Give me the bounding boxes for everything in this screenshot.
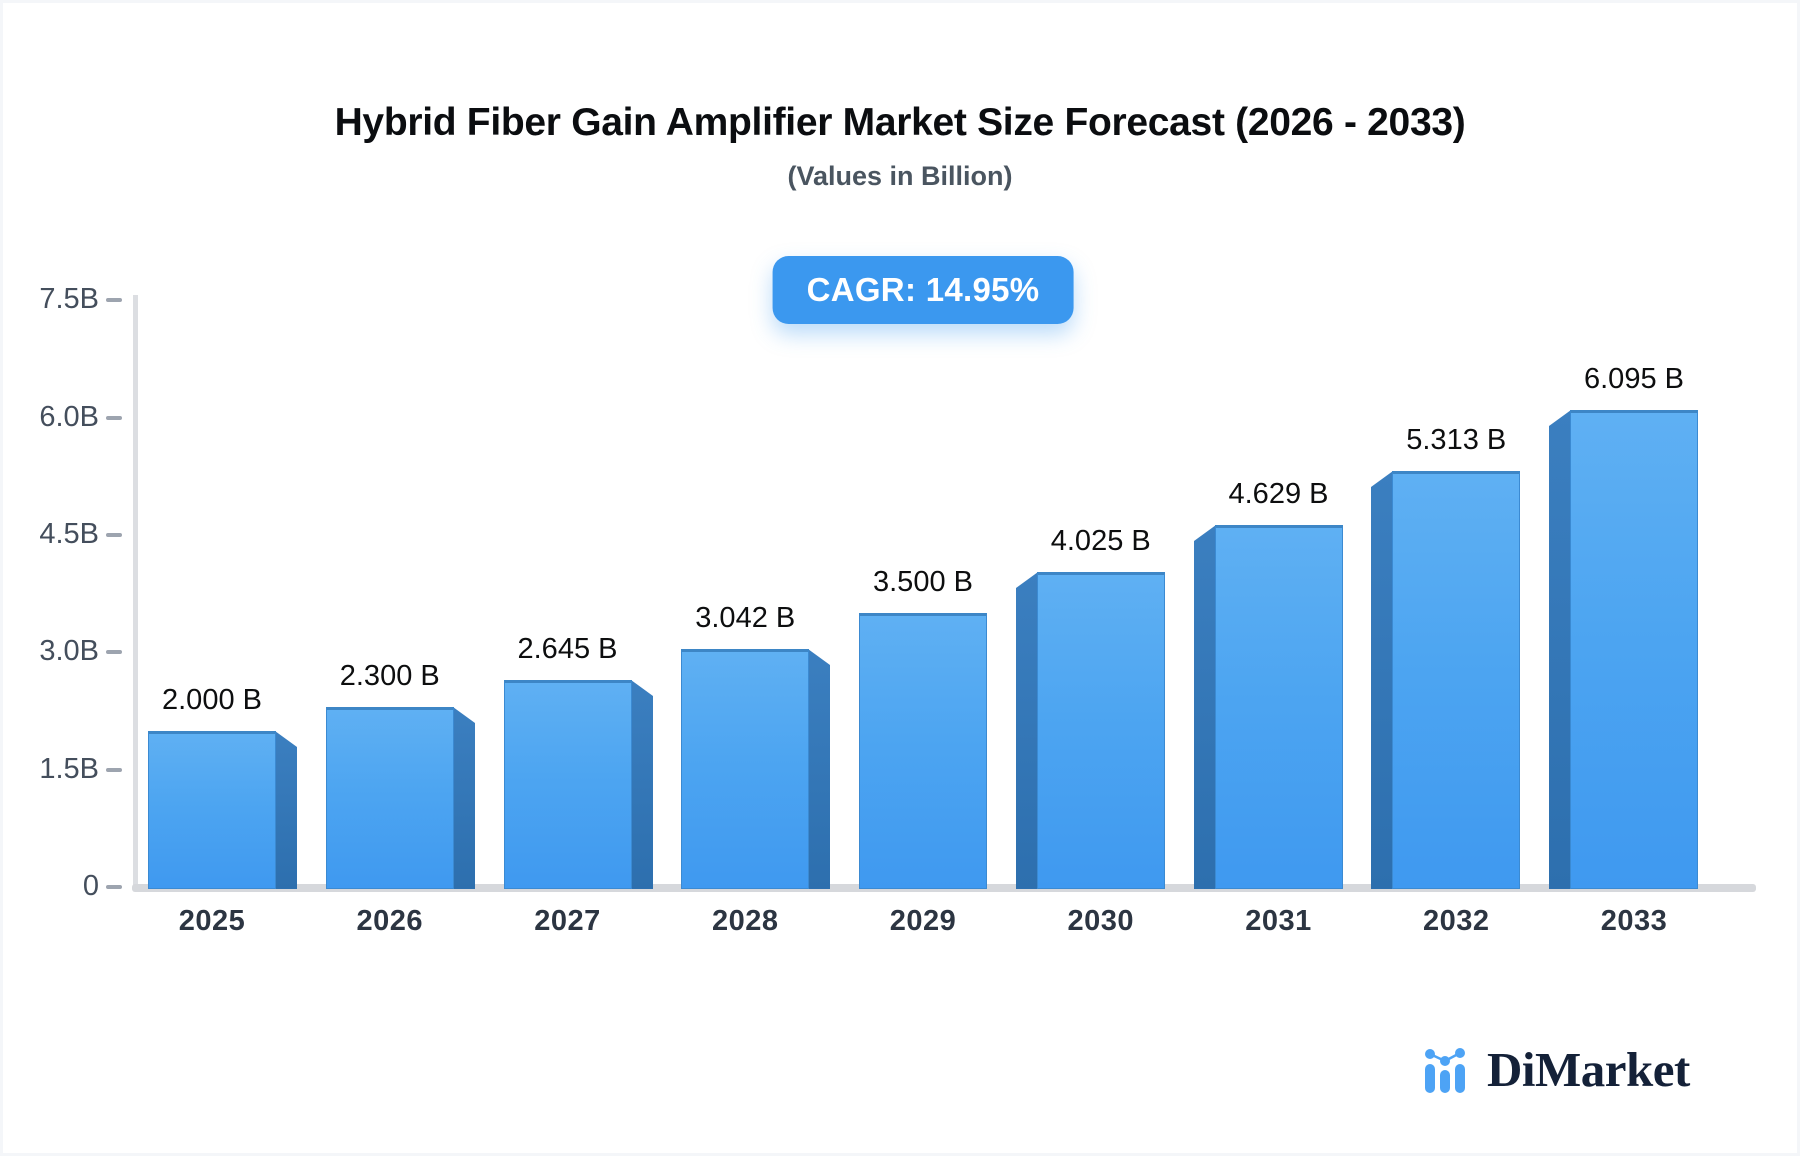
bar-2031 [1215,525,1343,889]
x-axis-label-2028: 2028 [711,905,779,937]
bar-value-label: 2.645 B [517,633,618,665]
bar-side-panel [1016,572,1038,889]
bar-chart-line-icon [1425,1048,1465,1093]
bar-value-label: 6.095 B [1584,363,1684,395]
bar-value-label: 5.313 B [1406,424,1507,456]
bar-2026 [326,707,454,889]
logo-text: DiMarket [1487,1042,1690,1097]
plot-area: 0 1.5B 3.0B 4.5B 6.0B 7.5B 2.000 B 2025 2.300 B 2… [3,3,1797,1153]
x-axis-label-2027: 2027 [534,905,601,937]
bar-side-panel [453,707,475,889]
bar-value-label: 3.500 B [873,566,973,598]
x-axis-label-2032: 2032 [1422,905,1490,937]
bar-side-panel [808,649,830,889]
y-tick-mark [106,415,122,420]
chart-header: Hybrid Fiber Gain Amplifier Market Size … [3,101,1797,192]
y-tick-mark [106,885,122,889]
bar-value-label: 4.629 B [1228,478,1329,510]
bar-value-label: 3.042 B [695,602,796,634]
y-tick-label: 7.5B [39,283,99,316]
cagr-badge: CAGR: 14.95% [772,256,1074,324]
bar-value-label: 2.000 B [162,684,262,716]
bar-2028 [681,649,809,889]
y-axis-line [133,295,138,889]
x-axis-label-2030: 2030 [1067,905,1134,937]
y-tick-mark [106,298,122,303]
bar-side-panel [275,731,297,889]
bar-2027 [504,680,632,889]
y-tick-label: 1.5B [39,752,99,785]
y-tick-label: 4.5B [39,517,99,550]
bar-2025 [148,731,276,889]
x-axis-label-2029: 2029 [889,905,957,937]
bar-side-panel [1371,471,1393,889]
y-tick-label: 6.0B [39,400,99,433]
x-axis-label-2025: 2025 [178,905,246,937]
x-axis-label-2031: 2031 [1245,905,1312,937]
y-tick-mark [106,650,122,655]
bar-value-label: 2.300 B [339,660,440,692]
y-tick-mark [106,532,122,537]
bar-side-panel [1194,525,1216,889]
bar-2033 [1570,410,1698,889]
y-tick-mark [106,767,122,772]
x-axis-label-2033: 2033 [1600,905,1668,937]
y-tick-label: 3.0B [39,635,99,668]
page-title: Hybrid Fiber Gain Amplifier Market Size … [334,101,1466,144]
bar-side-panel [631,680,653,889]
bar-side-panel [1549,410,1571,889]
brand-logo: DiMarket [1423,1045,1690,1094]
bar-value-label: 4.025 B [1050,525,1151,557]
bar-2029 [859,613,987,889]
page-subtitle: (Values in Billion) [787,161,1013,191]
x-axis-label-2026: 2026 [356,905,423,937]
y-tick-label: 0 [82,870,99,902]
bar-2030 [1037,572,1165,889]
bar-2032 [1392,471,1520,889]
